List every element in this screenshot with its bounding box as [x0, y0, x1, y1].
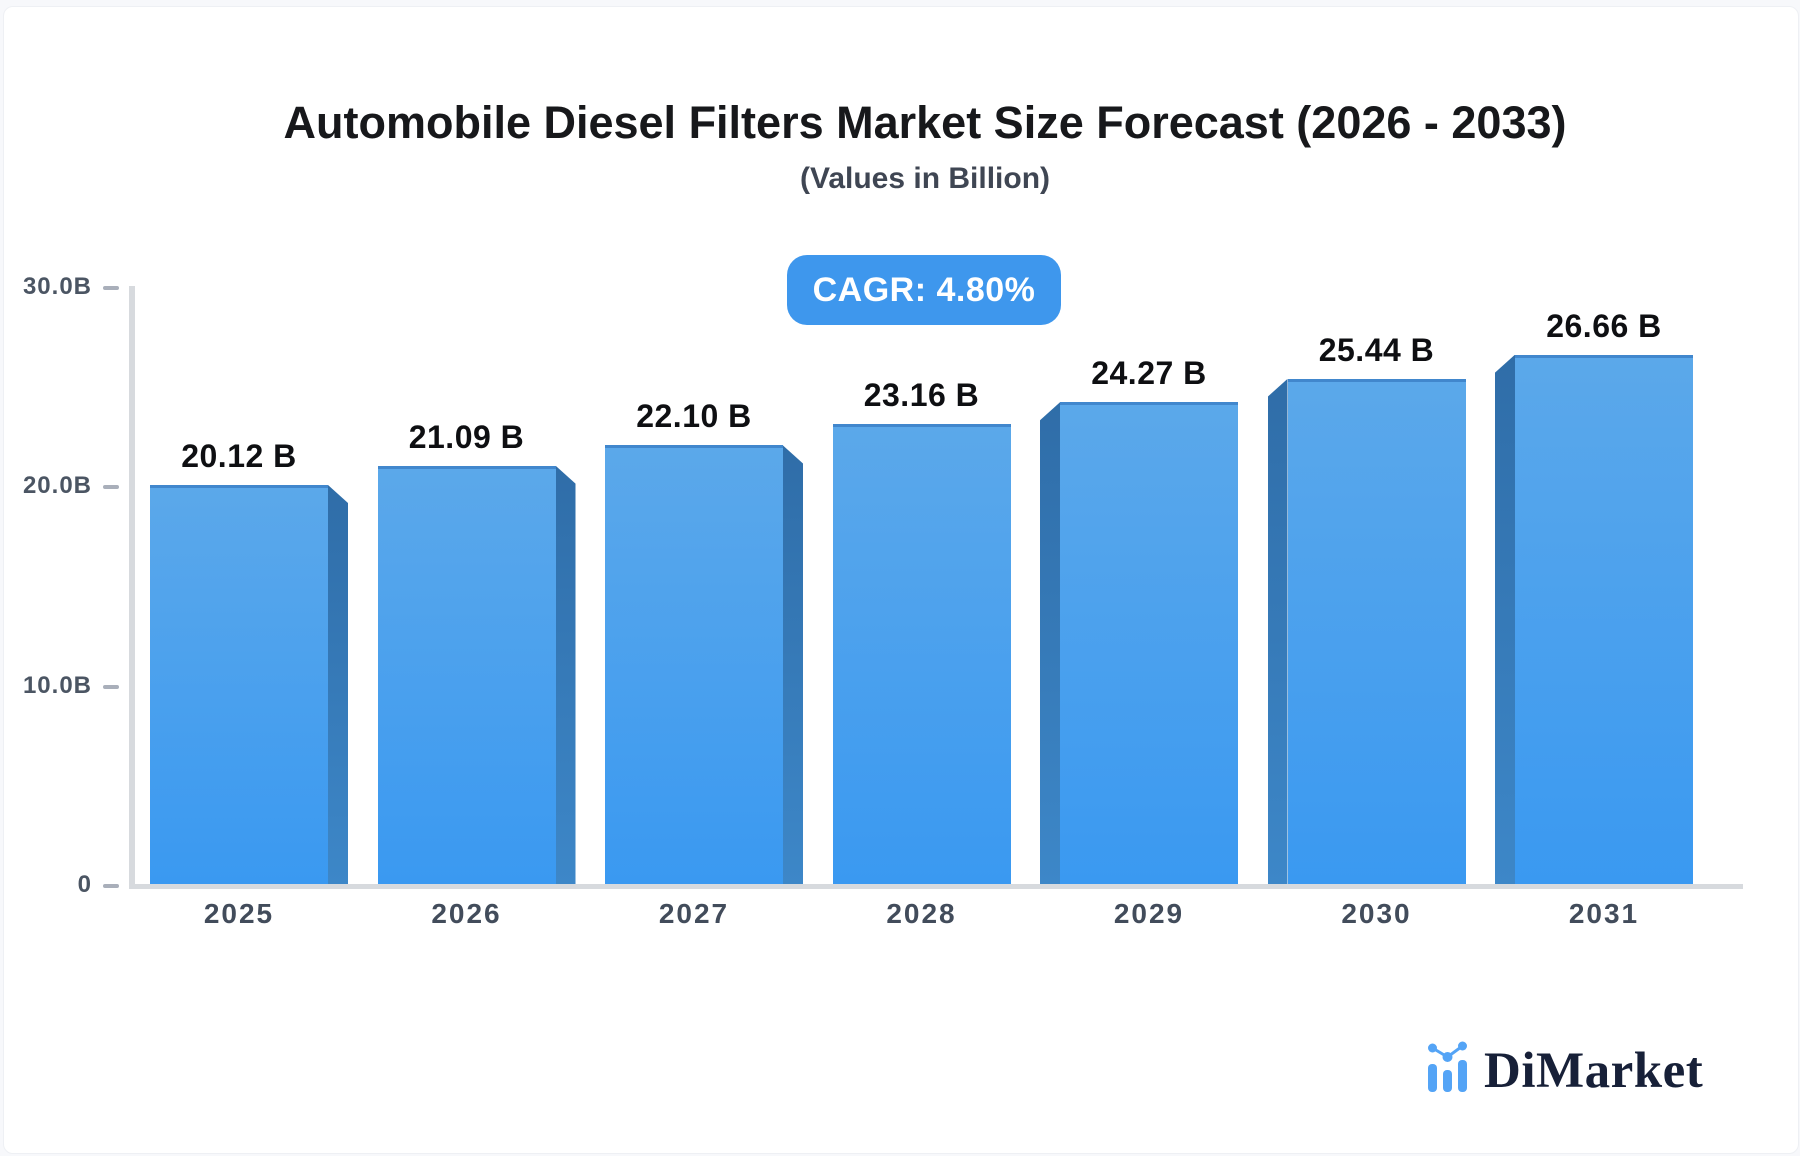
y-tick-mark: [103, 485, 119, 490]
bar-side-face: [1495, 354, 1515, 884]
y-axis-line: [129, 286, 135, 889]
y-tick-mark: [103, 684, 119, 689]
bar-value-label: 23.16 B: [863, 377, 980, 414]
dimarket-wordmark: DiMarket: [1484, 1042, 1704, 1099]
x-tick-label: 2027: [658, 898, 730, 929]
bar-2028[interactable]: [832, 424, 1011, 884]
bar-value-label: 20.12 B: [181, 437, 297, 474]
bar-value-label: 21.09 B: [408, 418, 525, 455]
bar-side-face: [1267, 378, 1288, 884]
y-tick-mark: [103, 286, 119, 290]
x-tick-label: 2026: [431, 898, 502, 929]
bar-value-label: 26.66 B: [1546, 307, 1662, 344]
bar-side-face: [1040, 402, 1060, 884]
x-axis-line: [129, 884, 1743, 889]
y-tick-mark: [103, 884, 119, 888]
bar-2029[interactable]: [1060, 402, 1238, 884]
cagr-badge: CAGR: 4.80%: [787, 255, 1061, 325]
x-tick-label: 2030: [1341, 898, 1412, 929]
bar-2025[interactable]: [150, 484, 328, 884]
bar-value-label: 22.10 B: [636, 398, 752, 435]
chart-subtitle: (Values in Billion): [799, 162, 1051, 195]
x-tick-label: 2029: [1113, 898, 1185, 929]
bar-side-face: [555, 465, 576, 884]
bar-value-label: 24.27 B: [1091, 355, 1207, 392]
bar-2026[interactable]: [377, 465, 556, 884]
y-tick-label: 30.0B: [22, 273, 92, 300]
bar-2031[interactable]: [1515, 354, 1693, 884]
bar-chart-logo-icon: [1424, 1040, 1472, 1101]
bar-2027[interactable]: [605, 445, 783, 884]
y-tick-label: 0: [77, 871, 92, 898]
x-tick-label: 2031: [1568, 898, 1640, 929]
bar-side-face: [328, 484, 348, 884]
y-tick-label: 20.0B: [22, 472, 92, 500]
dimarket-logo: DiMarket: [1424, 1040, 1703, 1101]
bar-2030[interactable]: [1287, 378, 1466, 884]
bar-value-label: 25.44 B: [1318, 331, 1435, 368]
x-tick-label: 2025: [203, 898, 275, 929]
y-tick-label: 10.0B: [22, 671, 92, 699]
bar-side-face: [783, 445, 803, 884]
chart-title: Automobile Diesel Filters Market Size Fo…: [283, 97, 1567, 148]
x-tick-label: 2028: [886, 898, 957, 929]
